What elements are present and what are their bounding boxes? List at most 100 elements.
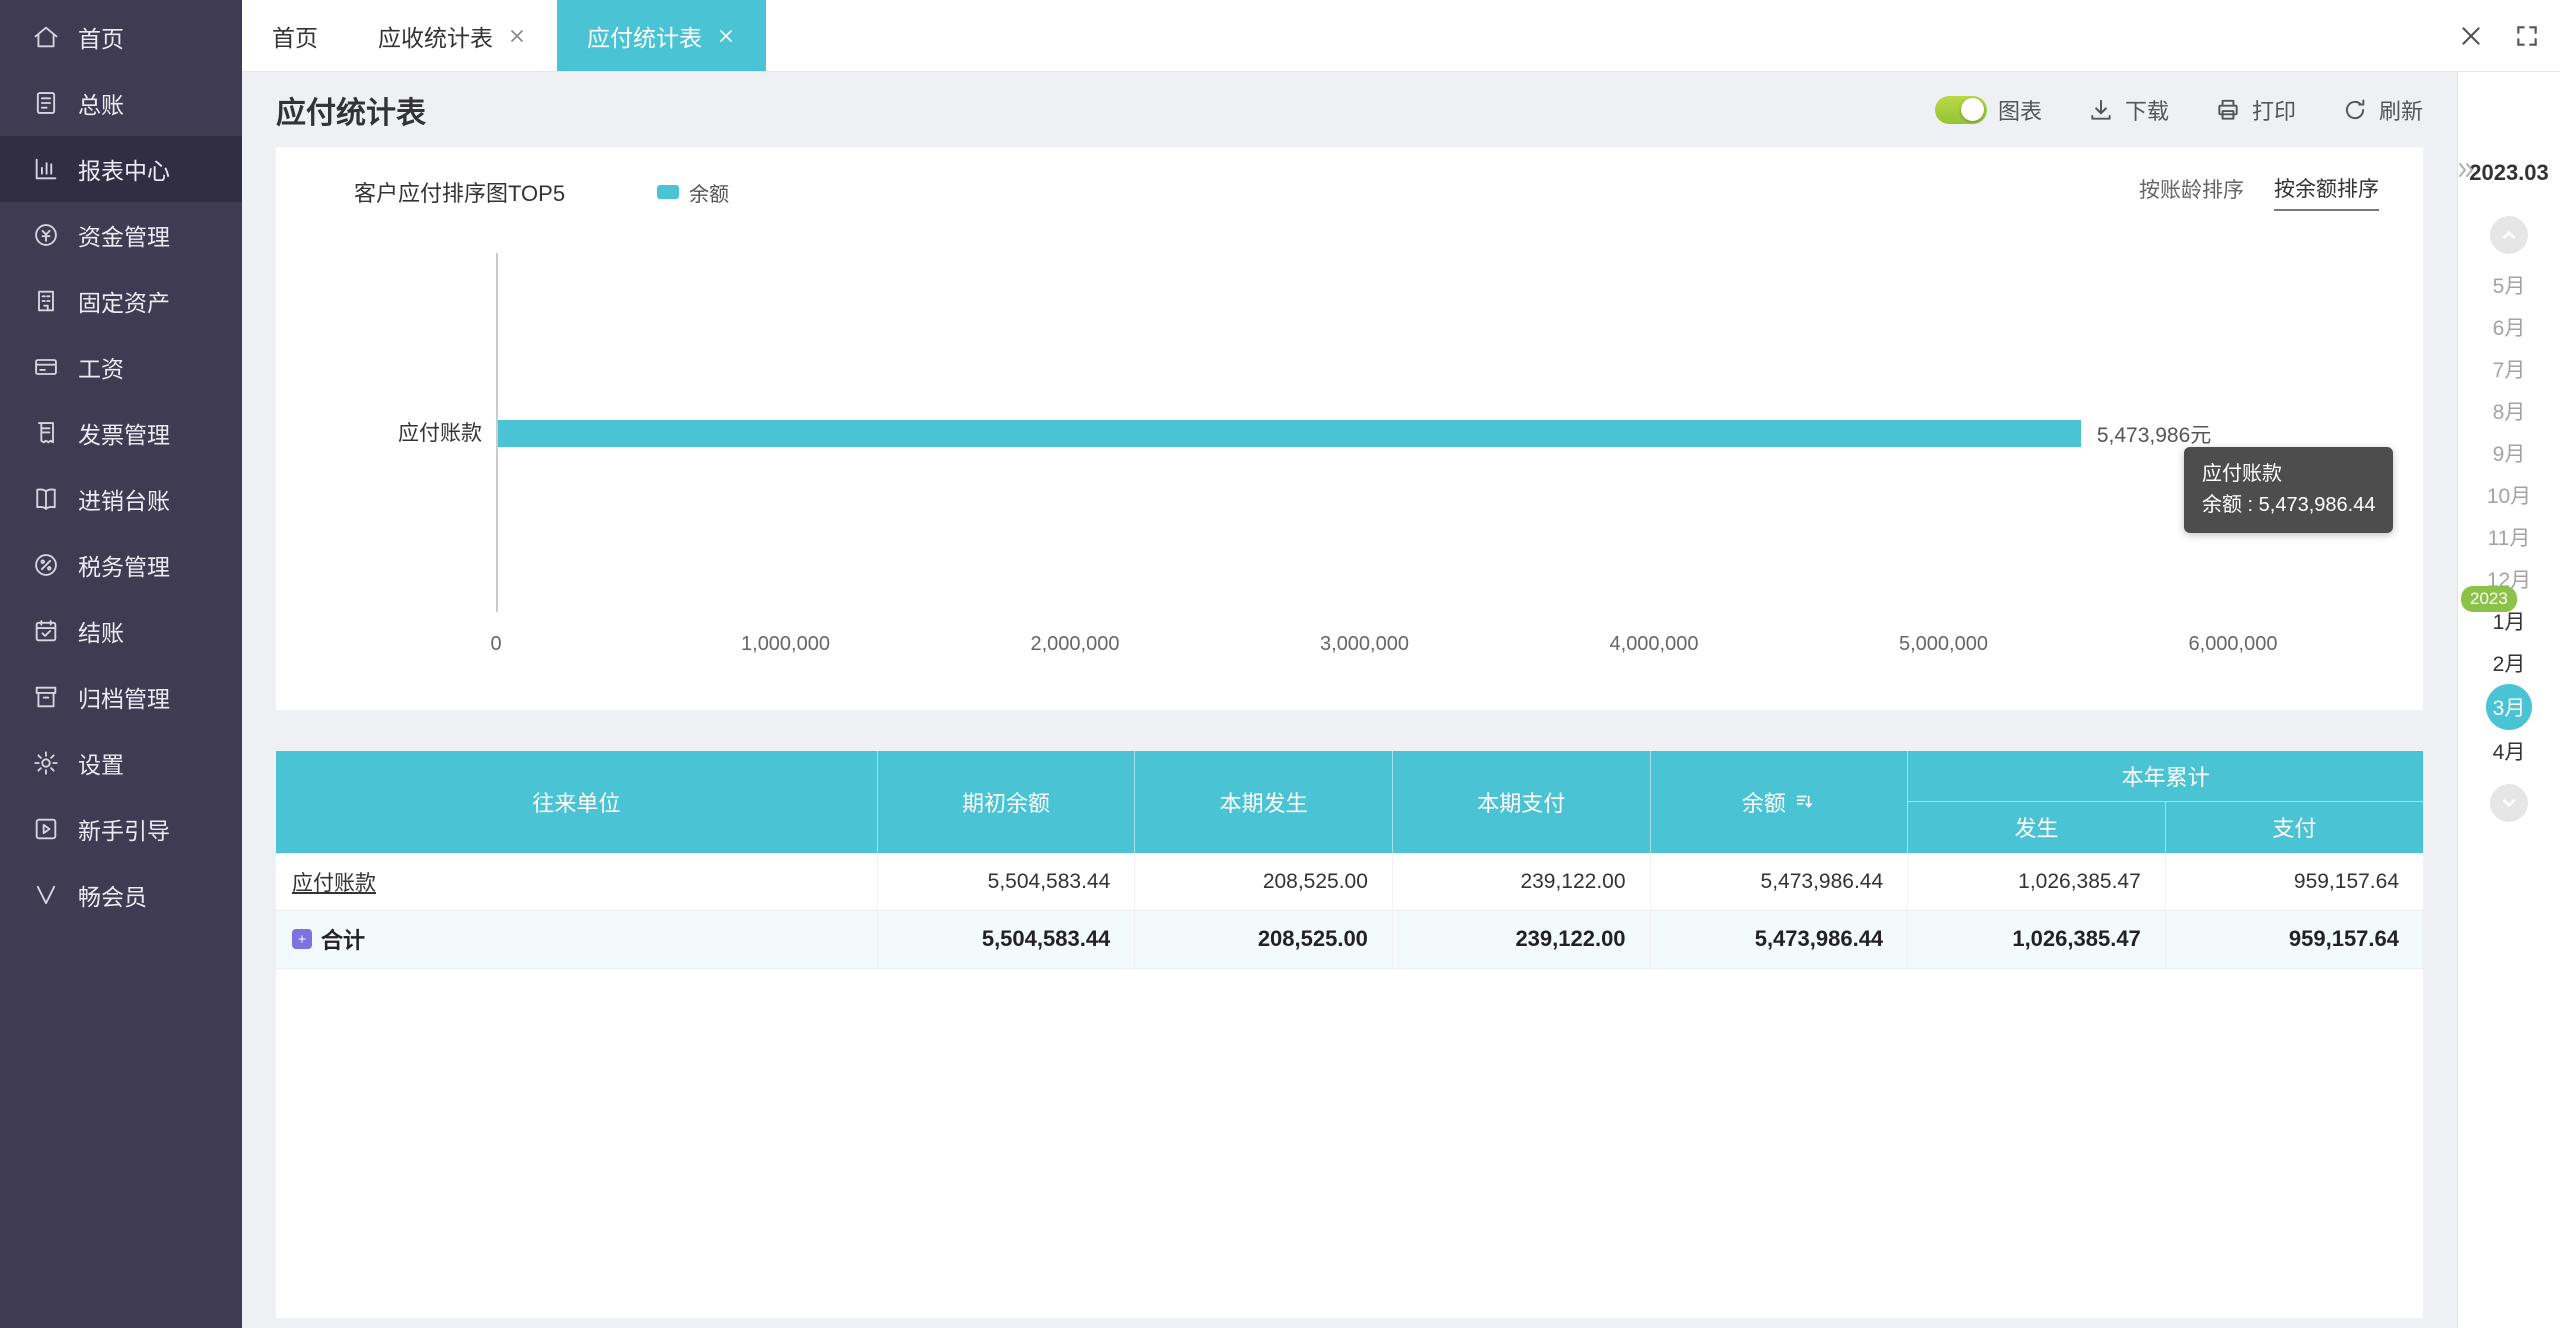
main-area: 首页 应收统计表 应付统计表 应付统计表 图表 xyxy=(242,0,2560,1328)
sidebar-item-fixed-assets[interactable]: 固定资产 xyxy=(0,268,242,334)
chart-panel: 客户应付排序图TOP5 余额 按账龄排序 按余额排序 应付账款 5,473,98… xyxy=(276,147,2423,710)
total-label: 合计 xyxy=(321,928,366,953)
col-header-ytd-paid: 支付 xyxy=(2165,801,2423,854)
tooltip-title: 应付账款 xyxy=(2202,463,2282,485)
balance-bar[interactable] xyxy=(498,420,2081,447)
month-item-september[interactable]: 9月 xyxy=(2492,443,2526,466)
legend-label: 余额 xyxy=(689,183,730,206)
building-icon xyxy=(38,290,54,312)
page-title: 应付统计表 xyxy=(276,96,426,130)
tab-home[interactable]: 首页 xyxy=(242,0,348,71)
tab-bar: 首页 应收统计表 应付统计表 xyxy=(242,0,2560,72)
sidebar-item-label: 发票管理 xyxy=(78,422,170,448)
archive-box-icon xyxy=(35,686,57,708)
page-toolbar: 图表 下载 打印 刷新 xyxy=(1934,94,2423,126)
bar-row: 5,473,986元 xyxy=(498,420,2233,447)
chart-toggle[interactable]: 图表 xyxy=(1934,94,2042,126)
sidebar-item-closing[interactable]: 结账 xyxy=(0,598,242,664)
month-item-october[interactable]: 10月 xyxy=(2486,485,2532,508)
page-header: 应付统计表 图表 下载 打印 xyxy=(276,72,2423,147)
sidebar-item-tax-management[interactable]: 税务管理 xyxy=(0,532,242,598)
refresh-button[interactable]: 刷新 xyxy=(2342,94,2423,126)
tooltip-value: 余额 : 5,473,986.44 xyxy=(2202,494,2376,516)
sidebar-item-label: 税务管理 xyxy=(78,554,170,580)
chart-header: 客户应付排序图TOP5 余额 按账龄排序 按余额排序 xyxy=(276,173,2423,211)
fullscreen-icon[interactable] xyxy=(2514,23,2540,49)
sidebar-item-fund-management[interactable]: 资金管理 xyxy=(0,202,242,268)
sidebar-item-general-ledger[interactable]: 总账 xyxy=(0,70,242,136)
sidebar-item-salary[interactable]: 工资 xyxy=(0,334,242,400)
invoice-icon xyxy=(38,422,54,444)
tax-icon xyxy=(35,554,57,576)
card-icon xyxy=(35,359,57,375)
tab-receivable-report[interactable]: 应收统计表 xyxy=(348,0,557,71)
month-item-april[interactable]: 4月 xyxy=(2492,741,2526,764)
sidebar-item-home[interactable]: 首页 xyxy=(0,4,242,70)
sidebar-item-report-center[interactable]: 报表中心 xyxy=(0,136,242,202)
chevron-up-icon xyxy=(2503,231,2515,239)
download-label: 下载 xyxy=(2124,98,2169,124)
cell-ytd-paid: 959,157.64 xyxy=(2165,853,2423,911)
table-row-payable-account: 应付账款 5,504,583.44 208,525.00 239,122.00 … xyxy=(276,853,2423,911)
sidebar-item-guide[interactable]: 新手引导 xyxy=(0,796,242,862)
sort-by-aging-button[interactable]: 按账龄排序 xyxy=(2139,179,2244,202)
month-item-january[interactable]: 1月 xyxy=(2492,611,2526,634)
month-item-february[interactable]: 2月 xyxy=(2492,653,2526,676)
scroll-months-up-button[interactable] xyxy=(2490,216,2528,254)
sidebar-item-label: 工资 xyxy=(78,356,124,382)
sidebar-item-label: 总账 xyxy=(78,92,124,118)
sidebar-item-member[interactable]: 畅会员 xyxy=(0,862,242,928)
col-header-period-paid: 本期支付 xyxy=(1392,751,1651,854)
month-item-march-active[interactable]: 3月 xyxy=(2486,684,2532,730)
x-axis-tick: 6,000,000 xyxy=(2188,633,2278,655)
chevron-down-icon xyxy=(2503,799,2515,807)
close-tab-icon[interactable] xyxy=(716,26,736,46)
collapse-panel-icon[interactable] xyxy=(2454,158,2478,182)
sidebar-item-label: 畅会员 xyxy=(78,884,147,910)
month-item-july[interactable]: 7月 xyxy=(2492,359,2526,382)
close-tab-icon[interactable] xyxy=(507,26,527,46)
tab-label: 应付统计表 xyxy=(587,24,702,51)
money-icon xyxy=(35,224,57,246)
x-axis-tick: 3,000,000 xyxy=(1320,633,1409,655)
ledger-icon xyxy=(36,92,56,114)
month-item-june[interactable]: 6月 xyxy=(2492,317,2526,340)
sidebar-item-purchase-sale-ledger[interactable]: 进销台账 xyxy=(0,466,242,532)
cell-opening-balance: 5,504,583.44 xyxy=(877,853,1136,911)
month-item-august[interactable]: 8月 xyxy=(2492,401,2526,424)
sidebar-item-label: 结账 xyxy=(78,620,124,646)
sidebar-item-label: 新手引导 xyxy=(78,818,170,844)
sort-descending-icon[interactable] xyxy=(1794,791,1816,813)
chart-title: 客户应付排序图TOP5 xyxy=(354,181,566,206)
year-badge: 2023 xyxy=(2461,586,2517,612)
month-item-november[interactable]: 11月 xyxy=(2487,527,2531,550)
member-v-icon xyxy=(36,885,56,905)
download-icon xyxy=(2091,99,2111,120)
refresh-icon xyxy=(2345,98,2365,119)
summary-table: 往来单位 期初余额 本期发生 本期支付 余额 本年累计 发生 支付 xyxy=(276,751,2423,969)
print-label: 打印 xyxy=(2251,98,2296,124)
scroll-months-down-button[interactable] xyxy=(2490,784,2528,822)
col-header-ytd-incurred: 发生 xyxy=(1907,801,2166,854)
total-period-incurred: 208,525.00 xyxy=(1134,910,1393,969)
sidebar-item-archive-management[interactable]: 归档管理 xyxy=(0,664,242,730)
total-row-icon xyxy=(292,929,312,949)
sidebar-item-invoice-management[interactable]: 发票管理 xyxy=(0,400,242,466)
sidebar: 首页 总账 报表中心 资金管理 固定资产 工资 发票管理 进销台账 税务管理 结… xyxy=(0,0,242,1328)
sidebar-item-settings[interactable]: 设置 xyxy=(0,730,242,796)
col-header-period-incurred: 本期发生 xyxy=(1134,751,1393,854)
toggle-switch-on[interactable] xyxy=(1934,95,1987,124)
download-button[interactable]: 下载 xyxy=(2088,94,2169,126)
chart-tooltip: 应付账款 余额 : 5,473,986.44 xyxy=(2184,447,2394,533)
close-icon[interactable] xyxy=(2458,23,2484,49)
print-button[interactable]: 打印 xyxy=(2215,94,2296,126)
chart-toggle-label: 图表 xyxy=(1997,98,2042,124)
payable-account-link[interactable]: 应付账款 xyxy=(292,871,376,895)
content-area: 应付统计表 图表 下载 打印 xyxy=(242,72,2457,1328)
legend-balance[interactable]: 余额 xyxy=(657,178,729,207)
sidebar-item-label: 归档管理 xyxy=(78,686,170,712)
sort-by-balance-button[interactable]: 按余额排序 xyxy=(2274,173,2379,211)
tab-payable-report[interactable]: 应付统计表 xyxy=(557,0,766,71)
month-item-may[interactable]: 5月 xyxy=(2492,275,2526,298)
x-axis-tick: 5,000,000 xyxy=(1898,633,1988,655)
